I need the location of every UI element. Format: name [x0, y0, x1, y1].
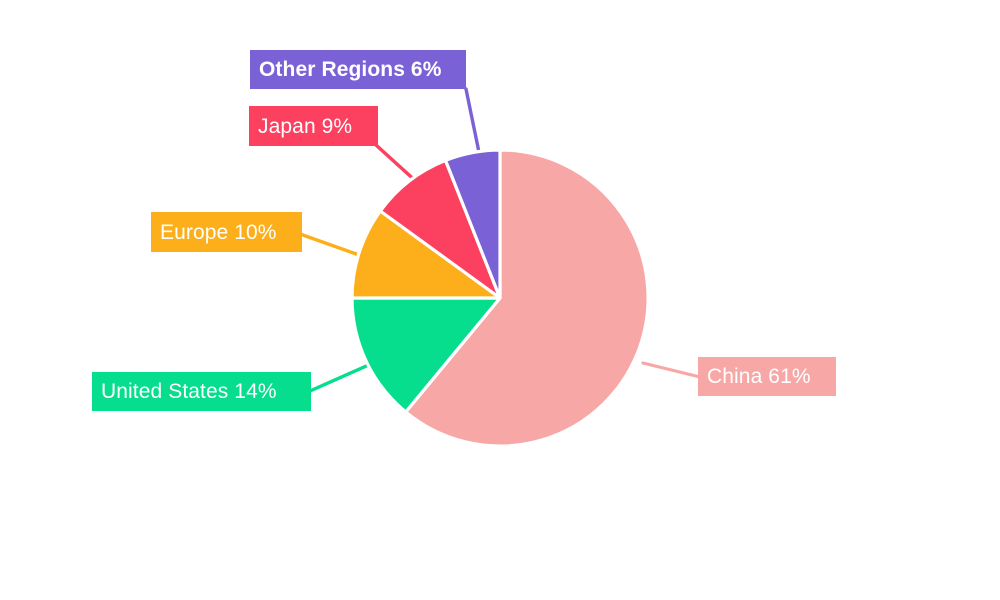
pie-label-japan-text: Japan 9% — [258, 114, 353, 138]
pie-label-europe-text: Europe 10% — [160, 220, 277, 244]
pie-slice-united-states[interactable] — [350, 296, 502, 414]
leader-line-europe — [298, 232, 361, 257]
leader-line-china — [641, 361, 702, 379]
pie-label-china-text: China 61% — [707, 365, 811, 388]
pie-slices — [350, 148, 650, 448]
pie-label-united-states[interactable]: United States 14% — [92, 372, 311, 411]
pie-label-japan[interactable]: Japan 9% — [249, 106, 378, 146]
pie-label-europe[interactable]: Europe 10% — [151, 212, 302, 252]
pie-slice-other-regions[interactable] — [443, 148, 502, 300]
pie-slice-china[interactable] — [404, 148, 650, 448]
pie-label-china[interactable]: China 61% — [698, 357, 836, 396]
pie-label-other-regions-text: Other Regions 6% — [259, 58, 442, 81]
pie-label-united-states-text: United States 14% — [101, 380, 277, 403]
leader-line-other-regions — [464, 87, 483, 164]
pie-label-other-regions[interactable]: Other Regions 6% — [250, 50, 466, 89]
pie-slice-europe[interactable] — [350, 209, 502, 300]
pie-slice-japan[interactable] — [378, 158, 502, 300]
